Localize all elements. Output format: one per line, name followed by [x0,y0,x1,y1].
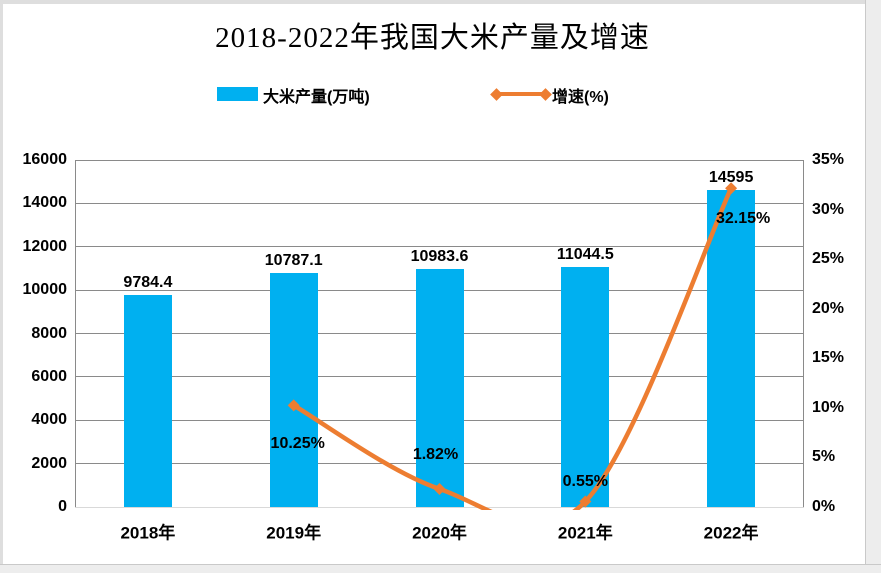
y-axis-left-tick-label: 10000 [22,281,68,299]
page-edge-bottom [0,564,881,573]
production-bar [415,268,464,507]
production-bar [707,190,756,507]
bar-value-label: 11044.5 [556,246,614,264]
bar-value-label: 14595 [708,169,754,187]
bar-value-label: 10787.1 [264,252,323,270]
line-value-label: 1.82% [412,445,459,463]
y-axis-left-tick-label: 2000 [31,454,67,472]
y-axis-right-tick-label: 30% [812,200,845,218]
y-axis-right-tick-label: 20% [812,299,845,317]
chart-title: 2018-2022年我国大米产量及增速 [215,22,650,54]
y-axis-right-tick-label: 35% [812,151,845,168]
legend-line-marker-icon [490,87,552,101]
growth-line [291,186,734,510]
grid-line [75,159,804,161]
y-axis-left-tick-label: 14000 [22,194,68,212]
y-axis-left-tick-label: 12000 [22,237,68,255]
y-axis-right-tick-label: 10% [812,398,845,416]
production-bar [269,273,318,507]
bar-value-label: 9784.4 [123,273,173,291]
y-axis-left-tick-label: 4000 [31,411,67,429]
x-axis-tick-label: 2022年 [703,523,759,543]
x-axis-tick-label: 2020年 [412,523,467,543]
plot-border-left [75,160,76,507]
page-edge-top [0,0,881,4]
y-axis-left-tick-label: 0 [58,498,67,515]
x-axis-tick-label: 2018年 [120,523,176,543]
production-bar [561,267,610,507]
x-axis-tick-label: 2021年 [557,523,613,543]
legend-line-segment [496,92,546,96]
bar-value-label: 10983.6 [410,247,469,265]
page-edge-left [0,0,3,573]
x-axis-tick-label: 2019年 [266,523,322,543]
legend-diamond-icon [539,88,552,101]
y-axis-left-tick-label: 8000 [31,324,67,342]
production-bar [123,294,172,507]
legend-diamond-icon [490,88,503,101]
y-axis-right-tick-label: 0% [812,498,836,515]
legend-bar-label: 大米产量(万吨) [263,89,370,106]
y-axis-right-tick-label: 5% [812,448,836,466]
page-edge-right [865,0,881,573]
y-axis-right-tick-label: 25% [812,250,845,268]
y-axis-left-tick-label: 16000 [22,151,68,168]
y-axis-left-tick-label: 6000 [31,367,67,385]
line-value-label: 0.55% [562,472,608,490]
y-axis-right-tick-label: 15% [812,349,845,367]
grid-line [75,202,804,204]
legend-bar-swatch [217,87,258,101]
plot-border-right [803,160,804,507]
line-value-label: 10.25% [270,435,325,453]
line-value-label: 32.15% [715,210,771,228]
legend-line-label: 增速(%) [552,89,609,106]
